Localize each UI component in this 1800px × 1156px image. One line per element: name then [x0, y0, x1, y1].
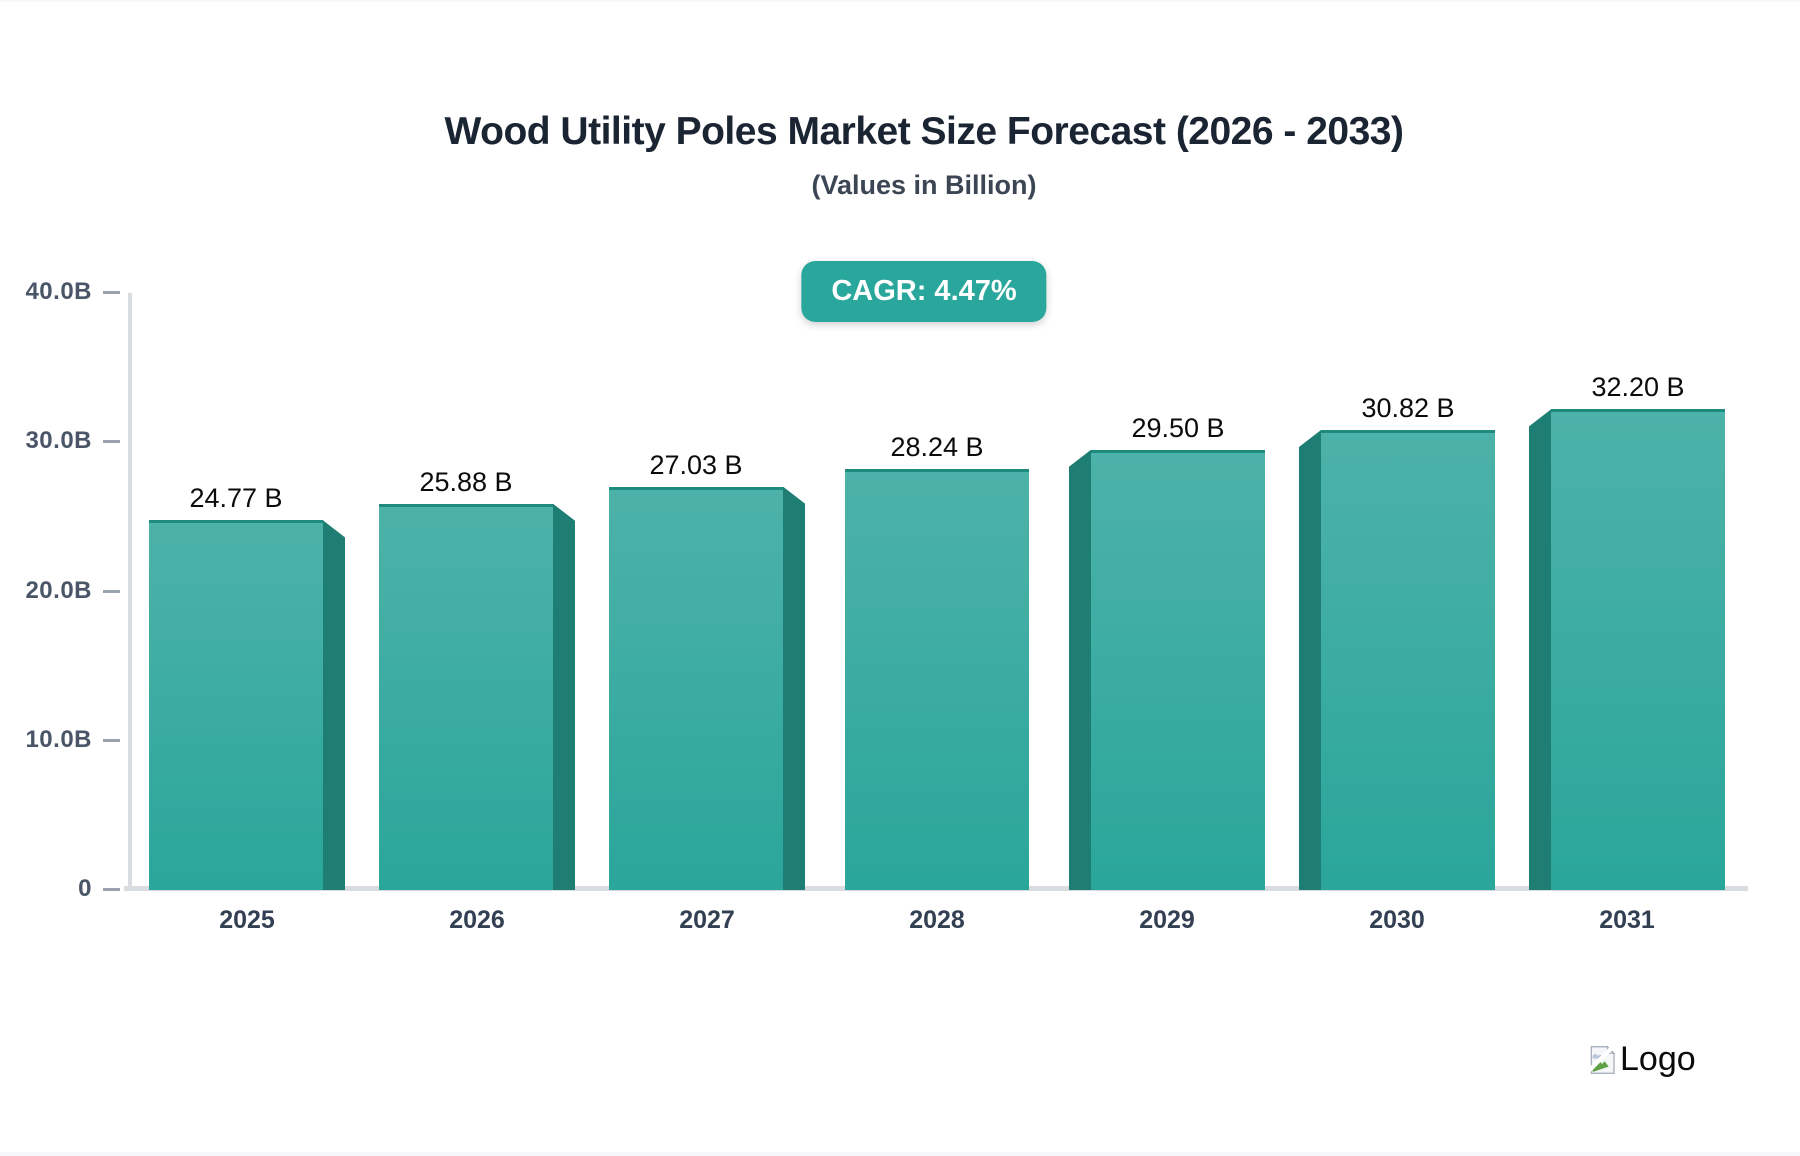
- logo-text: Logo: [1620, 1040, 1696, 1078]
- chart-slot: 24.77 B 2025: [132, 293, 362, 934]
- bar-side-face: [1069, 449, 1091, 890]
- x-category-label: 2027: [679, 906, 735, 934]
- bar-group-2028: 28.24 B: [845, 432, 1029, 890]
- bar-group-2031: 32.20 B: [1529, 372, 1725, 890]
- bar-side-face: [783, 486, 805, 890]
- y-tick-label: 10.0B: [25, 725, 92, 753]
- bar-value-label: 29.50 B: [1131, 412, 1225, 443]
- y-tick-mark: [103, 440, 120, 444]
- bar-side-face: [1529, 409, 1551, 890]
- bar-2028: 28.24 B: [845, 432, 1029, 890]
- chart-slot: 25.88 B 2026: [362, 293, 592, 934]
- x-category-label: 2026: [449, 906, 505, 934]
- chart-slot: 32.20 B 2031: [1512, 293, 1742, 934]
- bar-2025: 24.77 B: [149, 483, 323, 890]
- bar-group-2029: 29.50 B: [1069, 413, 1265, 890]
- x-category-label: 2030: [1369, 906, 1425, 934]
- x-category-label: 2025: [219, 906, 275, 934]
- y-tick-label: 40.0B: [25, 278, 92, 305]
- bar-2027: 27.03 B: [609, 450, 783, 890]
- y-axis-line: [128, 293, 132, 890]
- bar-2029: 29.50 B: [1091, 413, 1265, 890]
- y-tick-mark: [103, 888, 120, 891]
- bar-group-2025: 24.77 B: [149, 483, 345, 890]
- bar-value-label: 30.82 B: [1361, 393, 1455, 424]
- x-category-label: 2029: [1139, 906, 1195, 934]
- bar-value-label: 27.03 B: [649, 449, 743, 480]
- chart-slot: 28.24 B 2028: [822, 293, 1052, 934]
- y-tick-label: 0: [78, 875, 92, 902]
- y-tick-label: 30.0B: [25, 427, 92, 455]
- bar-group-2030: 30.82 B: [1299, 393, 1495, 890]
- bar-group-2026: 25.88 B: [379, 467, 575, 890]
- y-tick-mark: [103, 738, 120, 742]
- bar-2030: 30.82 B: [1321, 393, 1495, 890]
- bar-group-2027: 27.03 B: [609, 450, 805, 890]
- chart-slot: 30.82 B 2030: [1282, 293, 1512, 934]
- bar-side-face: [1299, 430, 1321, 890]
- broken-image-icon: [1586, 1043, 1618, 1076]
- bar-side-face: [553, 503, 575, 890]
- chart-title: Wood Utility Poles Market Size Forecast …: [444, 110, 1404, 153]
- x-category-label: 2028: [909, 906, 965, 934]
- bar-value-label: 32.20 B: [1591, 372, 1685, 403]
- bar-2031: 32.20 B: [1551, 372, 1725, 890]
- chart-subtitle: (Values in Billion): [811, 170, 1037, 200]
- bar-value-label: 28.24 B: [890, 431, 984, 462]
- y-tick-mark: [103, 291, 120, 294]
- y-tick-label: 20.0B: [25, 576, 92, 604]
- bar-2026: 25.88 B: [379, 467, 553, 890]
- bar-value-label: 25.88 B: [419, 466, 513, 497]
- chart-slot: 29.50 B 2029: [1052, 293, 1282, 934]
- y-tick-mark: [103, 589, 120, 593]
- bar-value-label: 24.77 B: [189, 483, 283, 514]
- bar-side-face: [323, 520, 345, 890]
- cagr-badge: CAGR: 4.47%: [801, 261, 1047, 322]
- chart-slot: 27.03 B 2027: [592, 293, 822, 934]
- x-category-label: 2031: [1599, 906, 1655, 934]
- logo: Logo: [1586, 1040, 1696, 1079]
